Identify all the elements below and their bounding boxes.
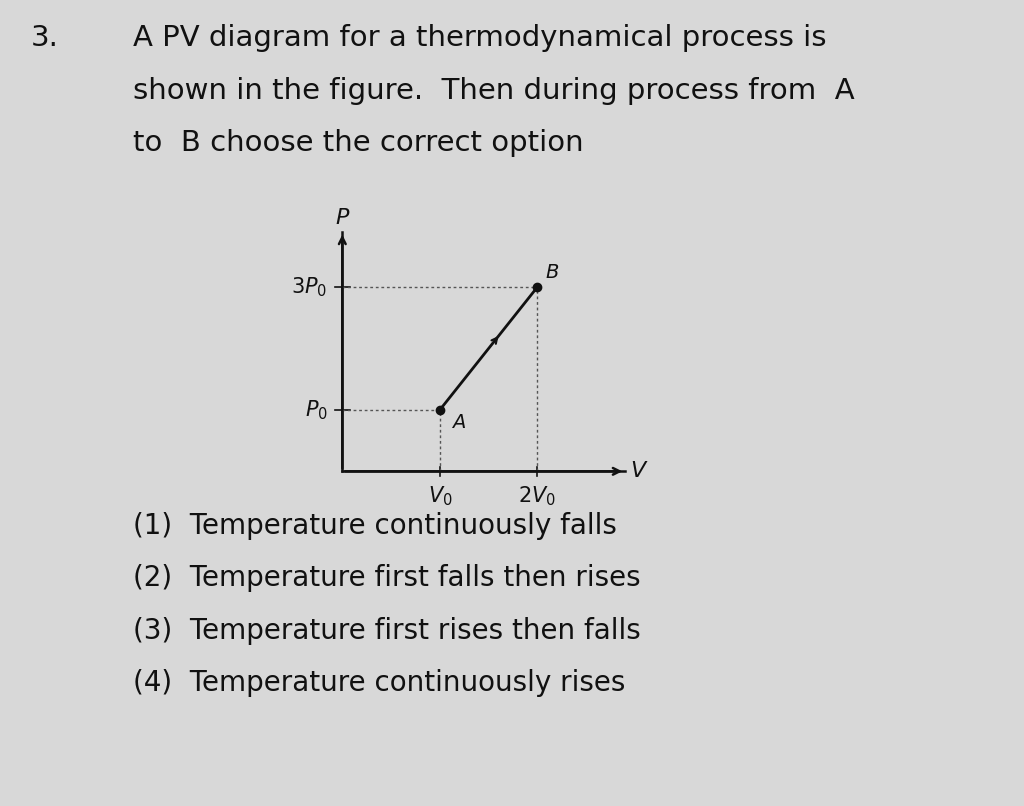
Text: $V_0$: $V_0$ — [427, 485, 453, 509]
Text: (1)  Temperature continuously falls: (1) Temperature continuously falls — [133, 512, 617, 540]
Text: B: B — [545, 264, 558, 282]
Text: A PV diagram for a thermodynamical process is: A PV diagram for a thermodynamical proce… — [133, 24, 826, 52]
Text: to  B choose the correct option: to B choose the correct option — [133, 129, 584, 157]
Text: $P_0$: $P_0$ — [305, 398, 328, 422]
Text: $3P_0$: $3P_0$ — [292, 276, 328, 299]
Text: (2)  Temperature first falls then rises: (2) Temperature first falls then rises — [133, 564, 641, 592]
Text: $2V_0$: $2V_0$ — [518, 485, 556, 509]
Text: V: V — [630, 461, 645, 481]
Text: P: P — [336, 207, 349, 227]
Text: shown in the figure.  Then during process from  A: shown in the figure. Then during process… — [133, 77, 855, 105]
Text: (3)  Temperature first rises then falls: (3) Temperature first rises then falls — [133, 617, 641, 645]
Text: (4)  Temperature continuously rises: (4) Temperature continuously rises — [133, 669, 626, 697]
Text: 3.: 3. — [31, 24, 58, 52]
Text: A: A — [452, 413, 465, 432]
